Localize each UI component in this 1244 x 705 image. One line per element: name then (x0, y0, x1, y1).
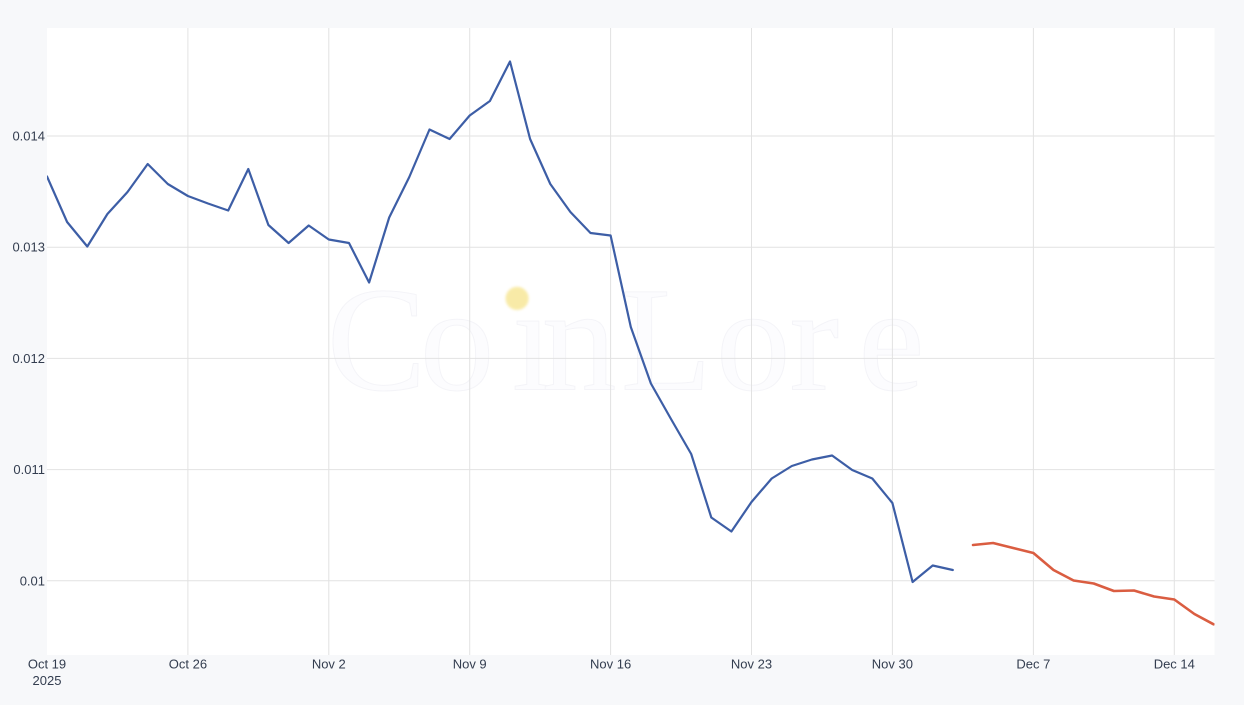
svg-text:0.014: 0.014 (12, 129, 45, 144)
svg-text:Nov 30: Nov 30 (872, 657, 913, 672)
svg-text:2025: 2025 (33, 673, 62, 688)
svg-text:0.012: 0.012 (12, 351, 45, 366)
svg-text:CoınLore: CoınLore (327, 258, 925, 423)
svg-text:0.01: 0.01 (20, 573, 45, 588)
svg-text:0.011: 0.011 (13, 462, 45, 477)
svg-text:Dec 14: Dec 14 (1154, 657, 1195, 672)
svg-text:Nov 9: Nov 9 (453, 657, 487, 672)
svg-text:Oct 19: Oct 19 (28, 657, 66, 672)
svg-text:Nov 23: Nov 23 (731, 657, 772, 672)
svg-text:Nov 16: Nov 16 (590, 657, 631, 672)
svg-text:Nov 2: Nov 2 (312, 657, 346, 672)
svg-text:Dec 7: Dec 7 (1016, 657, 1050, 672)
svg-text:Oct 26: Oct 26 (169, 657, 207, 672)
svg-text:0.013: 0.013 (12, 240, 45, 255)
